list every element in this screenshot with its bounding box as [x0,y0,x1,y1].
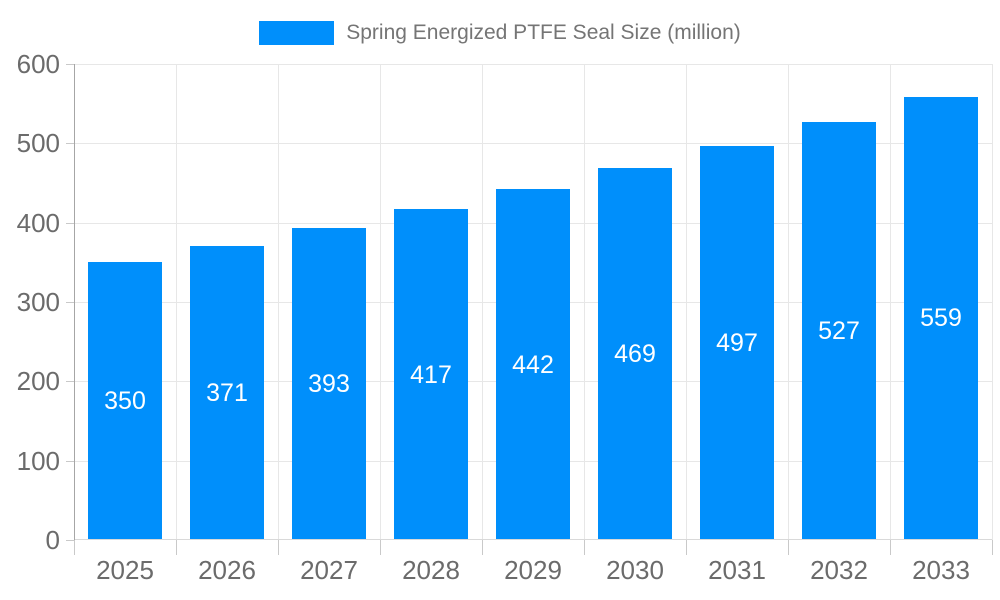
x-tick-label: 2032 [810,555,868,585]
gridline-vertical [686,64,687,540]
y-tick-label: 600 [16,49,60,79]
gridline-vertical [380,64,381,540]
gridline-vertical [482,64,483,540]
x-axis-tick [584,540,585,555]
bar-value-label: 559 [920,304,962,333]
bar[interactable]: 371 [190,245,264,540]
y-tick-label: 200 [16,366,60,397]
gridline-vertical [788,64,789,540]
y-axis-tick [66,64,74,65]
legend-label: Spring Energized PTFE Seal Size (million… [346,21,741,44]
gridline-vertical [992,64,993,540]
gridline-vertical [584,64,585,540]
gridline-vertical [278,64,279,540]
legend-swatch [259,21,335,45]
x-axis-tick [686,540,687,555]
x-tick-label: 2028 [402,555,460,585]
x-axis-tick [176,540,177,555]
bar[interactable]: 469 [598,167,672,540]
bar[interactable]: 527 [802,121,876,540]
y-tick-label: 0 [45,525,60,555]
bar[interactable]: 442 [496,189,570,540]
x-tick-label: 2026 [198,555,256,585]
bar-value-label: 442 [512,350,554,379]
x-tick-label: 2033 [912,555,970,585]
x-axis-tick [74,540,75,555]
y-axis-tick [66,460,74,462]
x-tick-label: 2031 [708,555,766,585]
y-tick-label: 100 [16,445,60,476]
y-axis-tick [66,143,74,145]
x-axis-tick [992,540,993,555]
bar-value-label: 393 [308,370,350,399]
x-tick-label: 2027 [300,555,358,585]
bar[interactable]: 417 [394,209,468,540]
gridline-vertical [176,64,177,540]
legend-item[interactable]: Spring Energized PTFE Seal Size (million… [0,16,1000,50]
bar-value-label: 497 [716,328,758,357]
bar-value-label: 417 [410,360,452,389]
x-tick-label: 2025 [96,555,154,585]
x-axis-tick [788,540,789,555]
y-axis-tick [66,222,74,224]
bar-value-label: 527 [818,316,860,345]
gridline-horizontal [74,143,992,145]
y-tick-label: 300 [16,287,60,317]
bar-value-label: 469 [614,339,656,368]
y-axis-line [74,64,75,540]
gridline-vertical [890,64,891,540]
x-axis-tick [890,540,891,555]
y-axis-tick [66,381,74,383]
x-axis-line [74,539,992,540]
plot-area: 350 371 393 417 442 469 497 527 559 [74,64,993,540]
bar[interactable]: 393 [292,228,366,540]
x-tick-label: 2029 [504,555,562,585]
bar[interactable]: 559 [904,96,978,540]
bar-value-label: 350 [104,387,146,416]
y-tick-label: 500 [16,128,60,159]
y-tick-label: 400 [16,207,60,238]
x-tick-label: 2030 [606,555,664,585]
y-axis-tick [66,302,74,303]
bar-value-label: 371 [206,378,248,407]
x-axis-tick [278,540,279,555]
x-axis-tick [482,540,483,555]
x-axis-tick [380,540,381,555]
gridline-horizontal [74,64,992,65]
y-axis-tick [66,540,74,541]
bar[interactable]: 497 [700,145,774,540]
bar[interactable]: 350 [88,262,162,540]
